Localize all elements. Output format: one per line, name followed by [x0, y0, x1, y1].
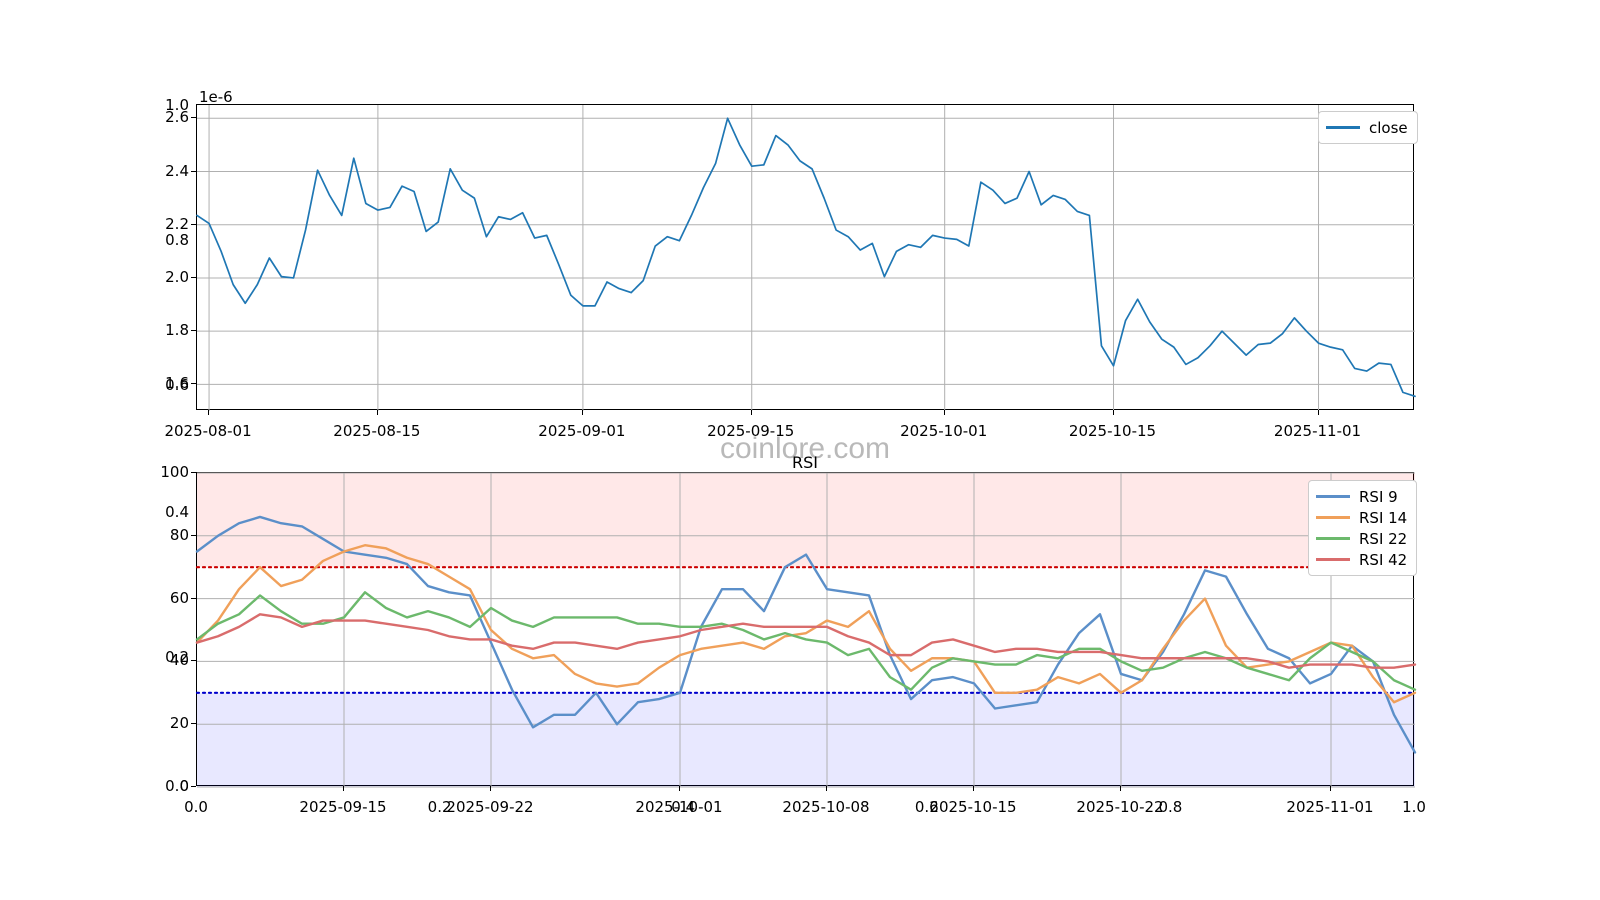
price-y-ticklet: [191, 223, 196, 225]
price-y-tick-label: 2.0: [165, 267, 189, 286]
legend-label: RSI 42: [1359, 550, 1408, 569]
legend-color-swatch: [1316, 516, 1350, 519]
rsi-y-ticklet: [191, 534, 196, 536]
legend-color-swatch: [1316, 495, 1350, 498]
rsi-x-tick-label: 2025-10-01: [635, 798, 723, 816]
price-y-ticklet: [191, 117, 196, 119]
rsi-y-ticklet: [191, 472, 196, 473]
legend-label: close: [1369, 118, 1408, 137]
rsi-y-ticklet: [191, 660, 196, 662]
rsi-x-ticklet: [343, 786, 344, 791]
rsi-y-tick-label-secondary: 0.2: [165, 648, 189, 666]
rsi-x-ticklet: [826, 786, 827, 791]
price-chart-panel: [196, 104, 1416, 411]
rsi-x-tick-label-secondary: 0.2: [427, 798, 452, 816]
rsi-x-tick-label-secondary: 0.6: [914, 798, 939, 816]
rsi-x-ticklet: [973, 786, 974, 791]
price-legend[interactable]: close: [1318, 111, 1418, 144]
price-x-tick-label: 2025-10-15: [1068, 422, 1157, 440]
rsi-x-tick-label: 2025-10-22: [1076, 798, 1164, 816]
rsi-y-ticklet: [191, 786, 196, 787]
legend-color-swatch: [1316, 537, 1350, 540]
rsi-x-tick-label: 2025-11-01: [1286, 798, 1374, 816]
rsi-y-tick-label: 0: [179, 777, 189, 795]
price-x-tick-label: 2025-08-15: [333, 422, 421, 440]
rsi-x-tick-label-secondary: 0.8: [1158, 798, 1183, 816]
rsi-x-tick-label: 2025-09-15: [299, 798, 387, 816]
price-x-tick-label: 2025-10-01: [900, 422, 988, 440]
rsi-y-ticklet: [191, 723, 196, 725]
rsi-y-tick-label: 20: [169, 714, 189, 733]
watermark: coinlore.com: [719, 432, 891, 465]
legend-color-swatch: [1316, 558, 1350, 561]
rsi-chart-panel: [195, 472, 1417, 788]
rsi-x-ticklet: [1120, 786, 1121, 791]
rsi-y-tick-label-secondary: 0.4: [165, 503, 189, 521]
price-y-tick-label: 2.6: [165, 108, 189, 127]
rsi-x-tick-label: 2025-09-22: [446, 798, 534, 816]
rsi-x-tick-label-secondary: 0.0: [184, 798, 208, 816]
legend-color-swatch: [1326, 126, 1360, 129]
rsi-x-tick-label-secondary: 1.0: [1402, 798, 1426, 816]
rsi-y-tick-label: 80: [169, 525, 189, 544]
price-x-tick-label: 2025-09-01: [538, 422, 626, 440]
rsi-x-ticklet: [1330, 786, 1331, 791]
rsi-x-tick-label: 2025-10-15: [929, 798, 1017, 816]
price-y-tick-label-secondary: 1.0: [165, 96, 189, 114]
price-y-ticklet: [191, 276, 196, 278]
price-y-tick-label: 1.6: [165, 374, 189, 393]
price-axis-offset-text: 1e-6: [199, 88, 233, 106]
price-x-ticklet: [208, 410, 210, 415]
price-y-tick-label: 1.8: [165, 321, 189, 340]
legend-item[interactable]: RSI 14: [1316, 507, 1407, 528]
price-y-tick-label: 2.4: [165, 161, 189, 180]
rsi-x-tick-label-secondary: 0.4: [671, 798, 696, 816]
legend-item[interactable]: RSI 22: [1316, 528, 1407, 549]
rsi-x-ticklet: [490, 786, 491, 791]
price-x-ticklet: [581, 410, 583, 415]
price-y-tick-label-secondary: 0.6: [165, 376, 189, 394]
legend-item[interactable]: RSI 42: [1316, 549, 1407, 570]
price-x-tick-label: 2025-11-01: [1273, 422, 1362, 440]
legend-label: RSI 22: [1359, 529, 1408, 548]
rsi-y-tick-label: 60: [169, 588, 189, 607]
legend-item[interactable]: RSI 9: [1316, 486, 1407, 507]
price-x-ticklet: [376, 410, 378, 415]
legend-label: RSI 9: [1359, 487, 1398, 506]
price-x-tick-label: 2025-09-15: [707, 422, 795, 440]
price-x-ticklet: [1317, 410, 1319, 415]
price-y-ticklet: [191, 383, 196, 385]
rsi-line-plot: [195, 472, 1417, 788]
price-x-tick-label: 2025-08-01: [164, 422, 252, 440]
rsi-y-tick-label-secondary: 0.0: [165, 777, 189, 795]
legend-label: RSI 14: [1359, 508, 1408, 527]
price-x-ticklet: [943, 410, 945, 415]
rsi-legend[interactable]: RSI 9 RSI 14 RSI 22 RSI 42: [1308, 480, 1418, 576]
price-x-ticklet: [1112, 410, 1114, 415]
rsi-y-tick-label: 40: [169, 651, 189, 670]
price-y-tick-label-secondary: 0.8: [165, 231, 189, 249]
rsi-panel-title: RSI: [792, 453, 818, 472]
rsi-x-ticklet: [679, 786, 680, 791]
price-y-ticklet: [191, 330, 196, 332]
price-y-tick-label: 2.2: [165, 214, 189, 233]
legend-item[interactable]: close: [1326, 117, 1408, 138]
price-x-ticklet: [750, 410, 752, 415]
price-y-ticklet: [191, 170, 196, 172]
price-line-plot: [196, 105, 1416, 411]
rsi-y-ticklet: [191, 597, 196, 599]
rsi-x-tick-label: 2025-10-08: [782, 798, 870, 816]
rsi-y-tick-label: 100: [160, 463, 189, 481]
